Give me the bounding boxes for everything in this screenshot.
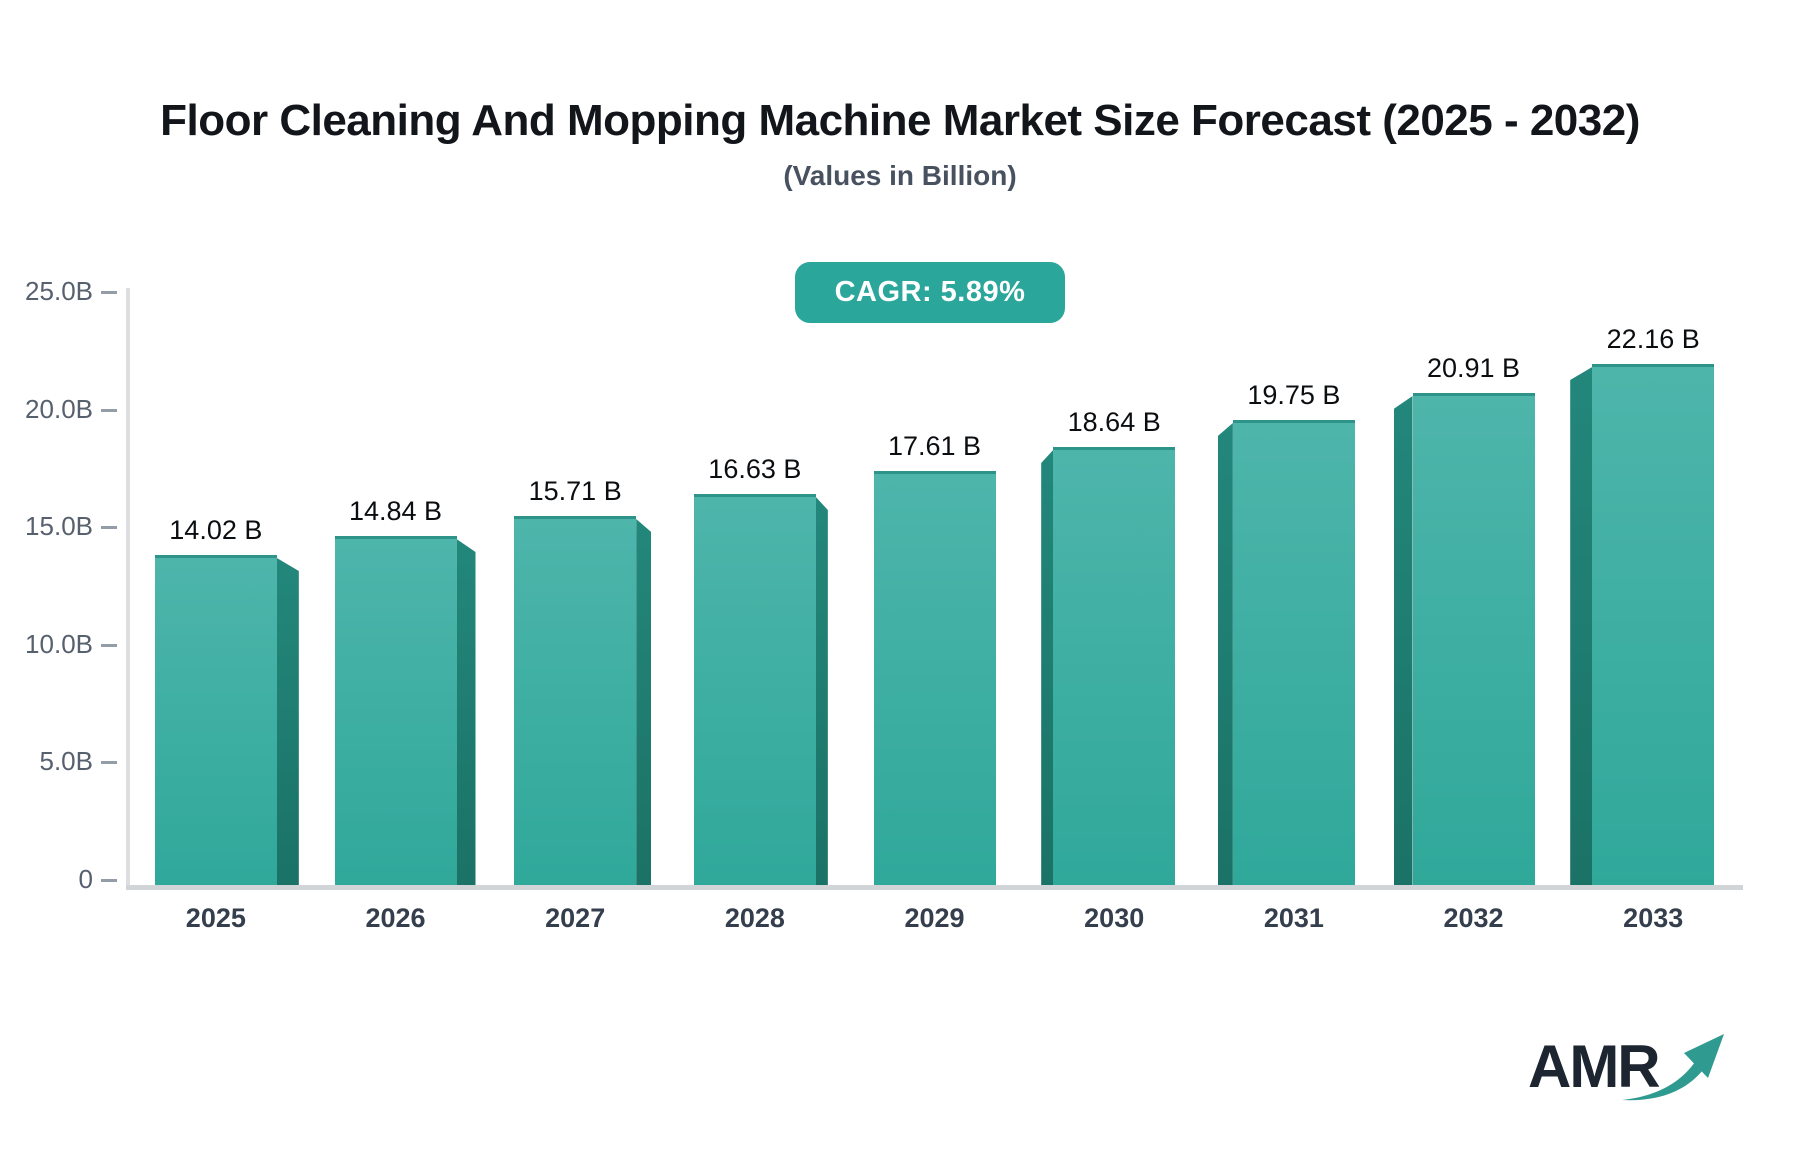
y-tick-mark: [101, 643, 117, 647]
x-axis-baseline: [126, 885, 1743, 890]
bar-col-2030: 18.64 B: [1024, 292, 1204, 885]
bar-col-2027: 15.71 B: [485, 292, 665, 885]
bar-side-face: [1570, 367, 1593, 885]
bar-2033[interactable]: 22.16 B: [1570, 324, 1715, 885]
bar-col-2025: 14.02 B: [126, 292, 306, 885]
cagr-badge-label: CAGR: 5.89%: [834, 276, 1026, 308]
brand-logo-text: AMR: [1528, 1033, 1661, 1100]
bar-2032[interactable]: 20.91 B: [1393, 353, 1535, 885]
bar-2028[interactable]: 16.63 B: [693, 454, 828, 885]
bar-2025[interactable]: 14.02 B: [154, 515, 299, 885]
x-axis-label-2033: 2033: [1623, 903, 1684, 933]
bar-side-face: [456, 539, 476, 885]
bar-value-label: 14.02 B: [169, 515, 263, 545]
bar-2027[interactable]: 15.71 B: [514, 476, 652, 885]
y-tick-mark: [101, 408, 117, 412]
bar-value-label: 20.91 B: [1426, 353, 1521, 383]
bar-value-label: 19.75 B: [1247, 380, 1341, 410]
x-axis-label-2025: 2025: [185, 903, 246, 933]
y-tick-label: 20.0B: [25, 393, 93, 424]
bar-2029[interactable]: 17.61 B: [873, 431, 996, 885]
chart-subtitle: (Values in Billion): [783, 160, 1017, 191]
bar-side-face: [276, 558, 299, 885]
x-axis-labels: 2025 2026 2027 2028 2029 2030 2031 2032 2033: [126, 903, 1743, 934]
bar-col-2026: 14.84 B: [306, 292, 486, 885]
cagr-badge: CAGR: 5.89%: [795, 262, 1065, 323]
bar-side-face: [1393, 396, 1413, 885]
x-axis-label-2031: 2031: [1263, 903, 1324, 933]
x-axis-label-2030: 2030: [1084, 903, 1145, 933]
bar-value-label: 22.16 B: [1606, 324, 1700, 354]
bar-col-2028: 16.63 B: [665, 292, 845, 885]
x-axis-label-2027: 2027: [545, 903, 606, 933]
bar-value-label: 16.63 B: [708, 454, 802, 484]
bar-col-2029: 17.61 B: [845, 292, 1025, 885]
bar-col-2032: 20.91 B: [1384, 292, 1564, 885]
y-tick-label: 25.0B: [25, 276, 93, 306]
bar-side-face: [636, 519, 652, 885]
chart-title: Floor Cleaning And Mopping Machine Marke…: [160, 96, 1640, 145]
bar-col-2033: 22.16 B: [1563, 292, 1743, 885]
y-tick-label: 15.0B: [25, 511, 93, 542]
bars-area: 14.02 B 14.84 B 15.71 B 16.63 B 17.61 B 18.64…: [126, 292, 1743, 885]
y-tick-mark: [101, 761, 117, 765]
y-tick-mark: [101, 291, 117, 294]
bar-value-label: 18.64 B: [1067, 407, 1161, 437]
brand-logo: AMR: [1528, 1032, 1748, 1122]
x-axis-label-2032: 2032: [1443, 903, 1504, 933]
y-tick-label: 10.0B: [25, 628, 93, 659]
y-axis-line: [126, 288, 130, 885]
growth-arrow-icon: [1622, 1034, 1724, 1101]
bar-2031[interactable]: 19.75 B: [1217, 380, 1355, 885]
bar-value-label: 15.71 B: [528, 476, 622, 506]
x-axis-label-2026: 2026: [365, 903, 426, 933]
x-axis-label-2029: 2029: [904, 903, 965, 933]
bar-value-label: 14.84 B: [348, 496, 443, 526]
y-tick-mark: [101, 879, 117, 882]
bar-side-face: [1217, 423, 1233, 885]
bar-value-label: 17.61 B: [887, 431, 982, 461]
y-tick-label: 0: [78, 864, 93, 894]
x-axis-label-2028: 2028: [724, 903, 785, 933]
bar-side-face: [815, 497, 828, 885]
y-tick-label: 5.0B: [39, 746, 94, 777]
bar-side-face: [1041, 450, 1054, 885]
bar-col-2031: 19.75 B: [1204, 292, 1384, 885]
y-tick-mark: [101, 526, 117, 530]
bar-2030[interactable]: 18.64 B: [1041, 407, 1176, 885]
bar-2026[interactable]: 14.84 B: [334, 496, 476, 885]
